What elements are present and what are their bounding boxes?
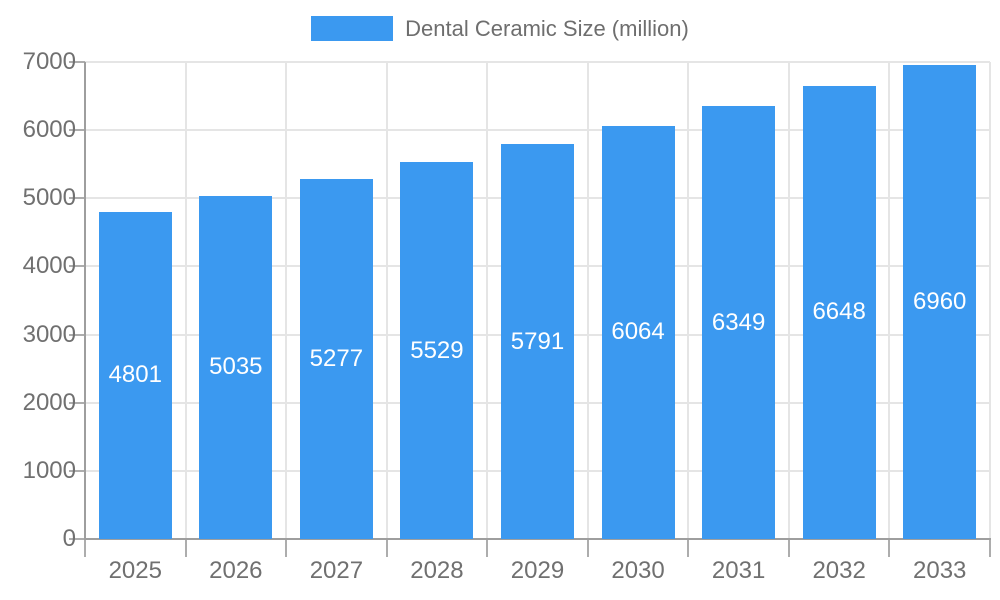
legend-label: Dental Ceramic Size (million) <box>405 16 689 41</box>
y-tick-label: 6000 <box>22 116 76 144</box>
y-tick-mark <box>69 129 85 132</box>
y-gridline <box>85 129 990 132</box>
y-tick-mark <box>69 469 85 472</box>
x-gridline <box>285 62 288 539</box>
y-tick-mark <box>69 538 85 540</box>
bar-2028[interactable] <box>400 162 474 539</box>
x-tick-label: 2026 <box>209 557 263 584</box>
x-tick-label: 2025 <box>108 557 162 584</box>
bar-2029[interactable] <box>501 144 574 539</box>
x-tick-label: 2027 <box>309 557 364 584</box>
bar-2032[interactable] <box>802 85 876 539</box>
x-tick-label: 2030 <box>611 557 665 584</box>
y-tick-mark <box>69 401 85 404</box>
y-tick-label: 5000 <box>22 184 76 212</box>
x-gridline <box>989 62 991 539</box>
x-gridline <box>687 62 690 539</box>
bar-2030[interactable] <box>601 125 675 539</box>
y-tick-label: 0 <box>62 525 76 552</box>
legend-item[interactable]: Dental Ceramic Size (million) <box>0 16 1000 41</box>
x-tick-label: 2029 <box>510 557 565 584</box>
y-tick-mark <box>69 333 85 336</box>
x-gridline <box>888 62 891 539</box>
x-tick-label: 2033 <box>913 557 967 584</box>
bar-2025[interactable] <box>98 211 172 539</box>
x-tick-mark <box>486 540 489 557</box>
bar-2027[interactable] <box>299 179 373 539</box>
x-axis-line <box>84 538 991 540</box>
x-tick-mark <box>285 540 288 557</box>
x-gridline <box>385 62 388 539</box>
legend-swatch <box>311 16 394 41</box>
x-gridline <box>486 62 489 539</box>
y-tick-label: 7000 <box>22 48 76 75</box>
y-tick-label: 4000 <box>22 252 76 280</box>
x-gridline <box>586 62 589 539</box>
bar-2031[interactable] <box>702 106 776 539</box>
y-tick-label: 1000 <box>22 456 76 484</box>
x-tick-label: 2032 <box>812 557 866 584</box>
x-tick-mark <box>385 540 388 557</box>
x-tick-label: 2028 <box>410 557 464 584</box>
x-tick-mark <box>586 540 589 557</box>
y-tick-label: 3000 <box>22 320 76 348</box>
bar-2026[interactable] <box>199 195 273 539</box>
y-gridline <box>85 61 990 63</box>
bar-2033[interactable] <box>903 64 977 539</box>
y-tick-mark <box>69 265 85 268</box>
x-gridline <box>787 62 790 539</box>
x-tick-mark <box>687 540 690 557</box>
x-tick-label: 2031 <box>711 557 766 584</box>
x-tick-mark <box>184 540 187 557</box>
x-tick-mark <box>84 540 86 557</box>
y-axis-line <box>84 62 86 539</box>
x-gridline <box>184 62 187 539</box>
x-tick-mark <box>787 540 790 557</box>
x-tick-mark <box>888 540 891 557</box>
y-tick-mark <box>69 197 85 200</box>
y-tick-mark <box>69 61 85 63</box>
x-tick-mark <box>989 540 991 557</box>
y-tick-label: 2000 <box>22 388 76 416</box>
